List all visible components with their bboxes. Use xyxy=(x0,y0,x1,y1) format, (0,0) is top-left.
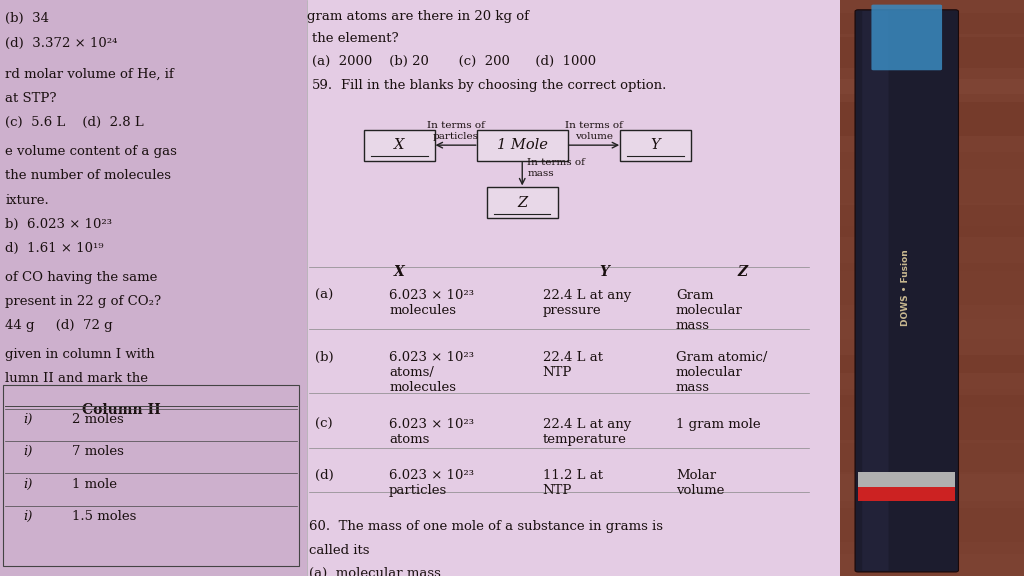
Text: 6.023 × 10²³
particles: 6.023 × 10²³ particles xyxy=(389,469,474,497)
FancyBboxPatch shape xyxy=(477,130,567,161)
Text: rd molar volume of He, if: rd molar volume of He, if xyxy=(5,68,174,81)
Text: (a)  molecular mass: (a) molecular mass xyxy=(309,567,441,576)
Text: e volume content of a gas: e volume content of a gas xyxy=(5,145,177,158)
FancyBboxPatch shape xyxy=(840,508,1024,542)
Text: (d): (d) xyxy=(315,469,334,482)
Text: 60.  The mass of one mole of a substance in grams is: 60. The mass of one mole of a substance … xyxy=(309,520,664,533)
FancyBboxPatch shape xyxy=(840,227,1024,271)
FancyBboxPatch shape xyxy=(307,0,1024,576)
Text: Z: Z xyxy=(517,196,527,210)
Text: 1 mole: 1 mole xyxy=(72,478,117,491)
Text: 22.4 L at any
pressure: 22.4 L at any pressure xyxy=(543,289,631,317)
FancyBboxPatch shape xyxy=(840,181,1024,203)
FancyBboxPatch shape xyxy=(840,274,1024,305)
Text: i): i) xyxy=(24,413,33,426)
FancyBboxPatch shape xyxy=(862,11,889,571)
Text: the number of molecules: the number of molecules xyxy=(5,169,171,183)
Text: In terms of
volume: In terms of volume xyxy=(565,121,623,141)
FancyBboxPatch shape xyxy=(840,478,1024,508)
Text: 1 Mole: 1 Mole xyxy=(497,138,548,152)
FancyBboxPatch shape xyxy=(840,537,1024,576)
Text: given in column I with: given in column I with xyxy=(5,348,155,361)
Text: lumn II and mark the: lumn II and mark the xyxy=(5,372,148,385)
FancyBboxPatch shape xyxy=(855,10,958,572)
Text: Y: Y xyxy=(599,265,609,279)
Text: the element?: the element? xyxy=(312,32,399,45)
Text: present in 22 g of CO₂?: present in 22 g of CO₂? xyxy=(5,295,161,308)
Text: gram atoms are there in 20 kg of: gram atoms are there in 20 kg of xyxy=(307,10,529,24)
Text: i): i) xyxy=(24,510,33,523)
Text: Z: Z xyxy=(737,265,748,279)
Text: Fill in the blanks by choosing the correct option.: Fill in the blanks by choosing the corre… xyxy=(341,79,667,93)
FancyBboxPatch shape xyxy=(840,296,1024,339)
Text: Gram atomic/
molecular
mass: Gram atomic/ molecular mass xyxy=(676,351,767,395)
Text: 44 g     (d)  72 g: 44 g (d) 72 g xyxy=(5,319,113,332)
Text: 7 moles: 7 moles xyxy=(72,445,124,458)
FancyBboxPatch shape xyxy=(840,451,1024,475)
Text: 6.023 × 10²³
atoms/
molecules: 6.023 × 10²³ atoms/ molecules xyxy=(389,351,474,395)
Text: 1.5 moles: 1.5 moles xyxy=(72,510,136,523)
Text: 6.023 × 10²³
atoms: 6.023 × 10²³ atoms xyxy=(389,418,474,446)
Text: 22.4 L at any
temperature: 22.4 L at any temperature xyxy=(543,418,631,446)
Text: Y: Y xyxy=(650,138,660,152)
Text: (c): (c) xyxy=(315,418,333,431)
Text: b)  6.023 × 10²³: b) 6.023 × 10²³ xyxy=(5,218,112,231)
Text: 59.: 59. xyxy=(312,79,334,93)
FancyBboxPatch shape xyxy=(0,0,307,576)
FancyBboxPatch shape xyxy=(840,377,1024,407)
Text: (a)  2000    (b) 20       (c)  200      (d)  1000: (a) 2000 (b) 20 (c) 200 (d) 1000 xyxy=(312,55,596,68)
Text: 6.023 × 10²³
molecules: 6.023 × 10²³ molecules xyxy=(389,289,474,317)
FancyBboxPatch shape xyxy=(840,149,1024,169)
FancyBboxPatch shape xyxy=(621,130,691,161)
Text: called its: called its xyxy=(309,544,370,558)
Text: ixture.: ixture. xyxy=(5,194,49,207)
Text: 2 moles: 2 moles xyxy=(72,413,124,426)
Text: X: X xyxy=(394,265,404,279)
Text: i): i) xyxy=(24,445,33,458)
Text: (c)  5.6 L    (d)  2.8 L: (c) 5.6 L (d) 2.8 L xyxy=(5,116,143,130)
FancyBboxPatch shape xyxy=(840,16,1024,34)
Text: DOWS • Fusion: DOWS • Fusion xyxy=(901,249,909,327)
Text: i): i) xyxy=(24,478,33,491)
FancyBboxPatch shape xyxy=(840,110,1024,135)
Text: Column II: Column II xyxy=(82,403,161,417)
FancyBboxPatch shape xyxy=(840,0,1024,576)
Text: X: X xyxy=(394,138,404,152)
Text: In terms of
particles: In terms of particles xyxy=(427,121,484,141)
FancyBboxPatch shape xyxy=(365,130,435,161)
Text: at STP?: at STP? xyxy=(5,92,56,105)
Text: (d)  3.372 × 10²⁴: (d) 3.372 × 10²⁴ xyxy=(5,37,118,51)
FancyBboxPatch shape xyxy=(858,487,955,501)
FancyBboxPatch shape xyxy=(840,395,1024,441)
Text: Molar
volume: Molar volume xyxy=(676,469,724,497)
Text: (a): (a) xyxy=(315,289,334,302)
Text: 1 gram mole: 1 gram mole xyxy=(676,418,761,431)
Text: (b): (b) xyxy=(315,351,334,365)
Text: (b)  34: (b) 34 xyxy=(5,12,49,25)
FancyBboxPatch shape xyxy=(840,59,1024,101)
Text: Gram
molecular
mass: Gram molecular mass xyxy=(676,289,742,332)
Text: of CO having the same: of CO having the same xyxy=(5,271,158,284)
Text: 22.4 L at
NTP: 22.4 L at NTP xyxy=(543,351,603,380)
FancyBboxPatch shape xyxy=(487,187,557,218)
FancyBboxPatch shape xyxy=(840,353,1024,373)
Text: 11.2 L at
NTP: 11.2 L at NTP xyxy=(543,469,603,497)
FancyBboxPatch shape xyxy=(858,472,955,487)
Text: In terms of
mass: In terms of mass xyxy=(527,158,586,178)
FancyBboxPatch shape xyxy=(840,213,1024,237)
Text: d)  1.61 × 10¹⁹: d) 1.61 × 10¹⁹ xyxy=(5,242,103,255)
FancyBboxPatch shape xyxy=(871,5,942,70)
FancyBboxPatch shape xyxy=(840,39,1024,68)
